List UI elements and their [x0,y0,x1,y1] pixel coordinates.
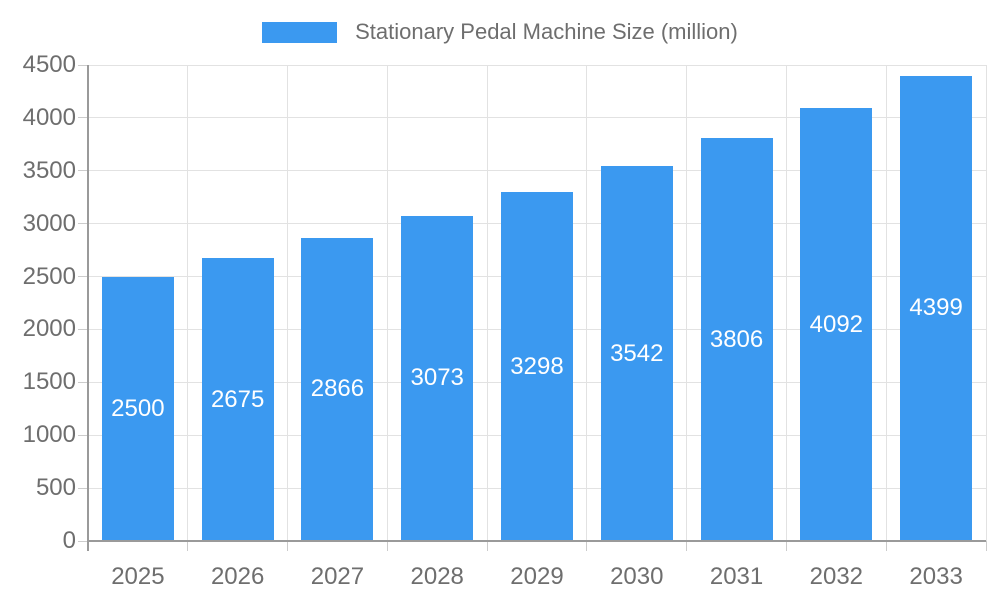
y-axis-tick-label: 500 [35,474,76,502]
y-tick-mark [78,434,88,436]
bar-value-label: 3806 [709,325,764,353]
bar-value-label: 3542 [610,339,664,367]
y-axis-tick-label: 4500 [22,51,76,78]
legend-label: Stationary Pedal Machine Size (million) [355,19,738,44]
legend-swatch [262,21,338,43]
x-axis-tick-label: 2032 [809,563,864,590]
y-axis-tick-label: 3500 [22,156,76,184]
bar-2030[interactable] [600,166,673,540]
x-tick-mark [287,541,289,551]
bar-value-label: 2866 [310,375,365,403]
y-tick-mark [78,328,88,330]
y-axis-tick-label: 1000 [22,421,76,449]
bar-2033[interactable] [900,75,973,540]
x-tick-mark [486,541,488,551]
x-tick-mark [885,541,887,551]
x-tick-mark [686,541,688,551]
x-tick-mark [785,541,787,551]
x-gridline [586,65,588,541]
chart-legend[interactable]: Stationary Pedal Machine Size (million) [0,14,1000,50]
bar-2026[interactable] [201,258,274,540]
x-tick-mark [985,541,987,551]
bar-2028[interactable] [401,215,474,540]
x-tick-mark [386,541,388,551]
bar-value-label: 4092 [809,310,864,338]
y-axis-tick-label: 0 [62,527,76,554]
bar-2025[interactable] [101,276,174,540]
x-gridline [287,65,289,541]
y-gridline [88,117,986,119]
y-tick-mark [78,117,88,119]
y-gridline [88,170,986,172]
x-axis-tick-label: 2031 [709,563,764,590]
y-tick-mark [78,381,88,383]
y-tick-mark [78,64,88,66]
y-axis-tick-label: 2000 [22,315,76,343]
x-axis-tick-label: 2028 [410,563,464,590]
bar-value-label: 2675 [210,385,265,413]
y-gridline [88,64,986,66]
bar-2027[interactable] [301,237,374,540]
x-gridline [386,65,388,541]
y-tick-mark [78,276,88,278]
y-tick-mark [78,487,88,489]
y-axis-tick-label: 4000 [22,103,76,131]
x-axis-tick-label: 2026 [210,563,265,590]
x-gridline [785,65,787,541]
x-axis-tick-label: 2033 [909,563,963,590]
y-axis-tick-label: 1500 [22,368,76,396]
x-axis-tick-label: 2030 [610,563,664,590]
bar-value-label: 3073 [410,364,464,392]
x-axis-tick-label: 2025 [111,563,165,590]
x-tick-mark [586,541,588,551]
bar-value-label: 3298 [510,352,564,380]
x-gridline [686,65,688,541]
x-axis-line [87,540,986,542]
x-tick-mark [187,541,189,551]
y-axis-tick-label: 2500 [22,262,76,290]
y-tick-mark [78,540,88,542]
y-tick-mark [78,223,88,225]
bar-2031[interactable] [700,138,773,540]
y-axis-line [87,65,89,551]
x-axis-tick-label: 2027 [310,563,365,590]
x-gridline [985,65,987,541]
bar-value-label: 2500 [111,394,165,422]
bar-value-label: 4399 [909,294,963,322]
bar-2032[interactable] [800,108,873,540]
bar-2029[interactable] [501,192,573,540]
x-gridline [187,65,189,541]
x-axis-tick-label: 2029 [510,563,564,590]
y-axis-tick-label: 3000 [22,209,76,237]
x-gridline [885,65,887,541]
x-gridline [486,65,488,541]
y-tick-mark [78,170,88,172]
